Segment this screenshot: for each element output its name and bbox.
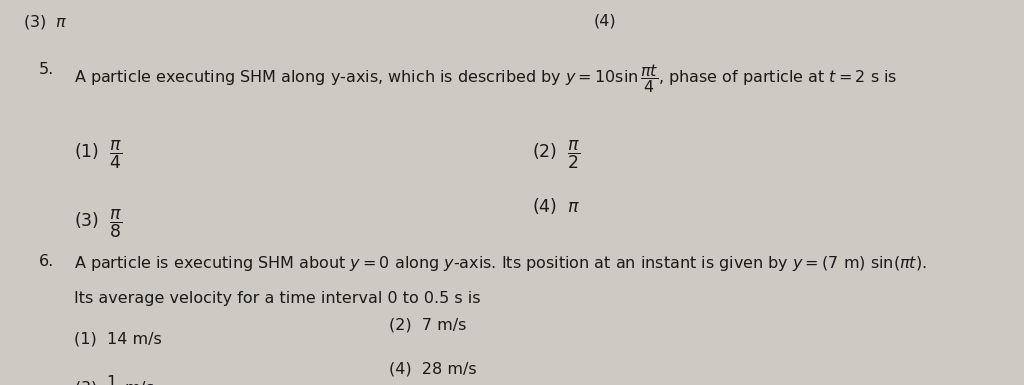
Text: Its average velocity for a time interval 0 to 0.5 s is: Its average velocity for a time interval… <box>74 291 480 306</box>
Text: (3)  $\dfrac{1}{7}$ m/s: (3) $\dfrac{1}{7}$ m/s <box>74 373 155 385</box>
Text: 6.: 6. <box>39 254 54 269</box>
Text: (1)  $\dfrac{\pi}{4}$: (1) $\dfrac{\pi}{4}$ <box>74 139 123 171</box>
Text: (4): (4) <box>594 13 616 28</box>
Text: (1)  14 m/s: (1) 14 m/s <box>74 331 162 346</box>
Text: (4)  $\pi$: (4) $\pi$ <box>532 196 581 216</box>
Text: (3)  $\pi$: (3) $\pi$ <box>23 13 68 32</box>
Text: (4)  28 m/s: (4) 28 m/s <box>389 361 477 376</box>
Text: (2)  7 m/s: (2) 7 m/s <box>389 318 467 333</box>
Text: A particle executing SHM along y-axis, which is described by $y = 10\sin\dfrac{\: A particle executing SHM along y-axis, w… <box>74 62 897 95</box>
Text: (2)  $\dfrac{\pi}{2}$: (2) $\dfrac{\pi}{2}$ <box>532 139 582 171</box>
Text: 5.: 5. <box>39 62 54 77</box>
Text: A particle is executing SHM about $y = 0$ along $y$-axis. Its position at an ins: A particle is executing SHM about $y = 0… <box>74 254 927 273</box>
Text: (3)  $\dfrac{\pi}{8}$: (3) $\dfrac{\pi}{8}$ <box>74 208 123 240</box>
